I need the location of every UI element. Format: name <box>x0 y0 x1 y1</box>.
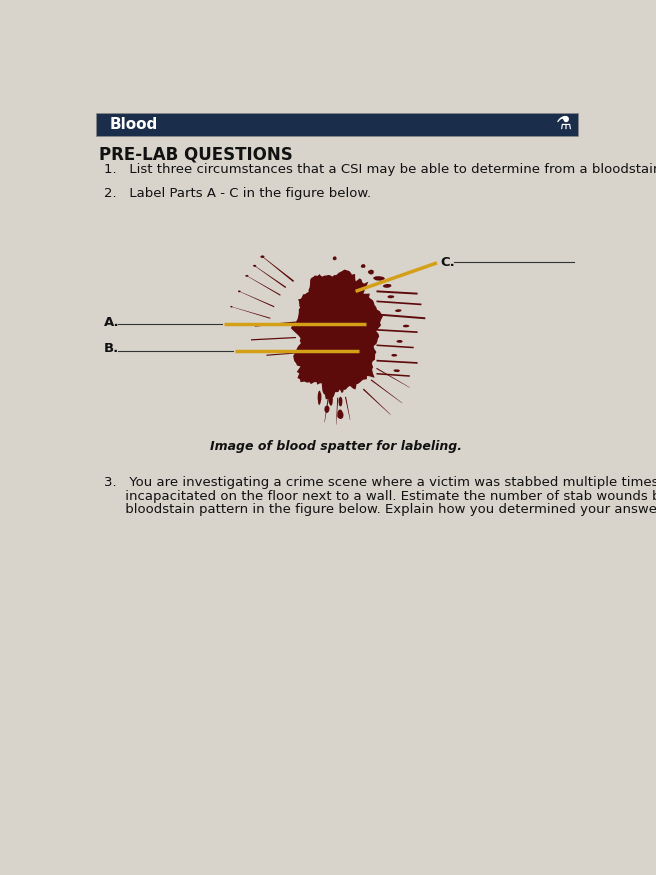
Polygon shape <box>253 265 256 267</box>
Text: 2.   Label Parts A - C in the figure below.: 2. Label Parts A - C in the figure below… <box>104 187 371 200</box>
Polygon shape <box>377 300 422 305</box>
Polygon shape <box>329 395 333 406</box>
Polygon shape <box>345 396 350 420</box>
Polygon shape <box>291 274 383 399</box>
Polygon shape <box>368 270 374 275</box>
Text: 3.   You are investigating a crime scene where a victim was stabbed multiple tim: 3. You are investigating a crime scene w… <box>104 476 656 489</box>
Polygon shape <box>377 373 410 377</box>
Polygon shape <box>403 325 409 327</box>
Text: A.: A. <box>104 316 119 329</box>
Text: B.: B. <box>104 342 119 355</box>
Polygon shape <box>338 396 342 406</box>
Text: Image of blood spatter for labeling.: Image of blood spatter for labeling. <box>210 440 462 453</box>
Polygon shape <box>377 313 425 319</box>
Polygon shape <box>245 275 249 276</box>
Polygon shape <box>395 309 401 312</box>
Polygon shape <box>255 266 286 288</box>
Polygon shape <box>251 337 296 340</box>
Polygon shape <box>238 290 241 292</box>
Polygon shape <box>371 380 402 403</box>
Polygon shape <box>247 276 281 296</box>
Polygon shape <box>391 354 398 357</box>
Text: 1.   List three circumstances that a CSI may be able to determine from a bloodst: 1. List three circumstances that a CSI m… <box>104 163 656 176</box>
Polygon shape <box>239 291 274 307</box>
Polygon shape <box>336 397 338 424</box>
Text: incapacitated on the floor next to a wall. Estimate the number of stab wounds ba: incapacitated on the floor next to a wal… <box>104 490 656 502</box>
Polygon shape <box>266 353 296 356</box>
Text: PRE-LAB QUESTIONS: PRE-LAB QUESTIONS <box>99 146 293 164</box>
Polygon shape <box>382 284 392 288</box>
Polygon shape <box>396 340 403 343</box>
Polygon shape <box>377 290 418 295</box>
Polygon shape <box>377 345 414 348</box>
Polygon shape <box>373 276 385 281</box>
Polygon shape <box>232 306 270 318</box>
Polygon shape <box>255 321 296 326</box>
Text: ⚗: ⚗ <box>556 116 572 133</box>
Text: Blood: Blood <box>110 116 158 132</box>
Polygon shape <box>377 360 418 364</box>
Polygon shape <box>325 405 329 413</box>
Polygon shape <box>318 390 321 405</box>
Bar <box>96 113 578 136</box>
Polygon shape <box>394 369 400 372</box>
Polygon shape <box>333 256 337 260</box>
Polygon shape <box>377 329 418 333</box>
Polygon shape <box>361 264 365 268</box>
Polygon shape <box>388 295 394 298</box>
Polygon shape <box>296 270 367 374</box>
Polygon shape <box>363 388 390 415</box>
Polygon shape <box>260 255 264 258</box>
Polygon shape <box>376 368 410 388</box>
Text: C.: C. <box>441 255 455 269</box>
Polygon shape <box>308 294 371 390</box>
Polygon shape <box>324 396 329 423</box>
Text: bloodstain pattern in the figure below. Explain how you determined your answer.: bloodstain pattern in the figure below. … <box>104 503 656 516</box>
Polygon shape <box>262 256 294 282</box>
Polygon shape <box>230 306 233 307</box>
Polygon shape <box>337 410 344 419</box>
